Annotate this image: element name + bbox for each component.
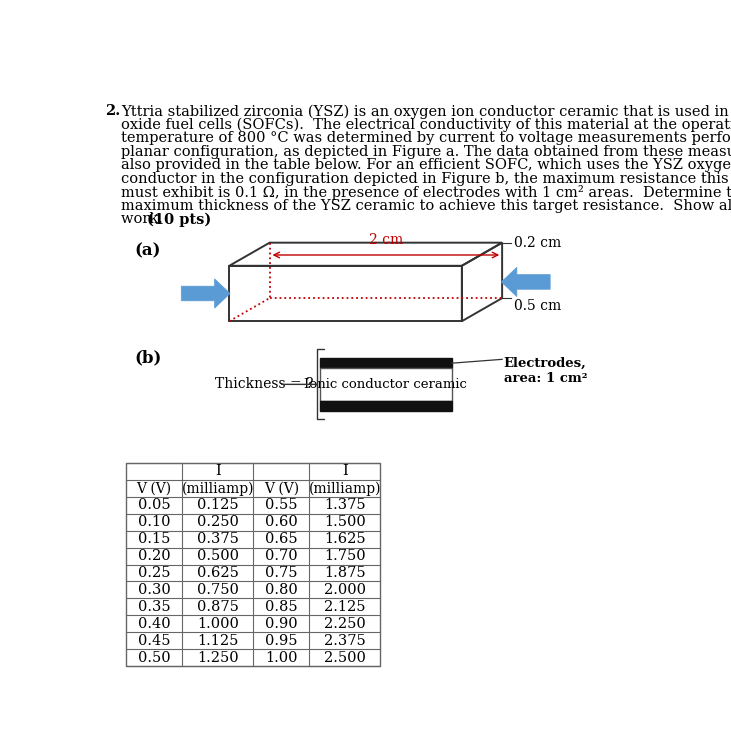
Text: 0.75: 0.75 [265, 566, 298, 580]
Text: also provided in the table below. For an efficient SOFC, which uses the YSZ oxyg: also provided in the table below. For an… [121, 159, 731, 172]
Text: 0.625: 0.625 [197, 566, 238, 580]
Text: 1.125: 1.125 [197, 633, 238, 648]
Text: (10 pts): (10 pts) [147, 212, 211, 226]
Text: work.: work. [121, 212, 167, 226]
Polygon shape [320, 368, 452, 400]
Text: 2.: 2. [105, 104, 121, 119]
Text: (milliamp): (milliamp) [308, 481, 381, 495]
Text: Ionic conductor ceramic: Ionic conductor ceramic [304, 378, 467, 391]
Text: 0.05: 0.05 [138, 498, 170, 512]
Polygon shape [320, 400, 452, 411]
Text: 0.70: 0.70 [265, 549, 298, 563]
Text: 0.55: 0.55 [265, 498, 298, 512]
Text: 0.10: 0.10 [138, 515, 170, 529]
Text: 0.95: 0.95 [265, 633, 298, 648]
Text: 2.375: 2.375 [324, 633, 366, 648]
Text: Electrodes,
area: 1 cm²: Electrodes, area: 1 cm² [504, 357, 587, 385]
Text: maximum thickness of the YSZ ceramic to achieve this target resistance.  Show al: maximum thickness of the YSZ ceramic to … [121, 199, 731, 213]
Text: planar configuration, as depicted in Figure a. The data obtained from these meas: planar configuration, as depicted in Fig… [121, 145, 731, 159]
Text: 0.30: 0.30 [137, 583, 170, 597]
Text: 1.875: 1.875 [324, 566, 366, 580]
Text: 1.000: 1.000 [197, 617, 238, 631]
Text: 0.250: 0.250 [197, 515, 238, 529]
Text: 2 cm: 2 cm [368, 233, 403, 248]
Text: 0.85: 0.85 [265, 600, 298, 614]
Text: 1.750: 1.750 [324, 549, 366, 563]
Text: 0.50: 0.50 [138, 651, 170, 664]
Text: 0.80: 0.80 [265, 583, 298, 597]
Text: 0.750: 0.750 [197, 583, 238, 597]
Text: 0.875: 0.875 [197, 600, 238, 614]
Polygon shape [501, 267, 550, 297]
Polygon shape [320, 358, 452, 368]
Text: Thickness = ?: Thickness = ? [216, 378, 314, 391]
Text: Yttria stabilized zirconia (YSZ) is an oxygen ion conductor ceramic that is used: Yttria stabilized zirconia (YSZ) is an o… [121, 104, 731, 119]
Text: 0.125: 0.125 [197, 498, 238, 512]
Text: must exhibit is 0.1 Ω, in the presence of electrodes with 1 cm² areas.  Determin: must exhibit is 0.1 Ω, in the presence o… [121, 185, 731, 200]
Text: 0.15: 0.15 [138, 532, 170, 546]
Text: conductor in the configuration depicted in Figure b, the maximum resistance this: conductor in the configuration depicted … [121, 172, 731, 186]
Text: 1.250: 1.250 [197, 651, 238, 664]
Text: 1.00: 1.00 [265, 651, 298, 664]
Text: 0.5 cm: 0.5 cm [514, 299, 561, 313]
Text: (a): (a) [134, 242, 161, 260]
Text: 0.375: 0.375 [197, 532, 238, 546]
Text: 1.625: 1.625 [324, 532, 366, 546]
Text: oxide fuel cells (SOFCs).  The electrical conductivity of this material at the o: oxide fuel cells (SOFCs). The electrical… [121, 118, 731, 132]
Text: 0.35: 0.35 [138, 600, 170, 614]
Text: (milliamp): (milliamp) [181, 481, 254, 495]
Text: V (V): V (V) [137, 481, 172, 495]
Text: temperature of 800 °C was determined by current to voltage measurements performe: temperature of 800 °C was determined by … [121, 131, 731, 146]
Text: V (V): V (V) [264, 481, 299, 495]
Text: 2.500: 2.500 [324, 651, 366, 664]
Text: (b): (b) [134, 349, 162, 366]
Polygon shape [181, 279, 230, 308]
Text: 0.500: 0.500 [197, 549, 239, 563]
Text: 2.250: 2.250 [324, 617, 366, 631]
Text: 0.25: 0.25 [138, 566, 170, 580]
Text: 0.2 cm: 0.2 cm [514, 236, 561, 250]
Text: 0.45: 0.45 [138, 633, 170, 648]
Text: 1.500: 1.500 [324, 515, 366, 529]
Text: I: I [342, 464, 348, 479]
Text: 0.20: 0.20 [138, 549, 170, 563]
Text: 1.375: 1.375 [324, 498, 366, 512]
Text: 2.125: 2.125 [324, 600, 366, 614]
Text: 0.90: 0.90 [265, 617, 298, 631]
Text: 0.60: 0.60 [265, 515, 298, 529]
Text: I: I [215, 464, 221, 479]
Text: 2.000: 2.000 [324, 583, 366, 597]
Text: 0.65: 0.65 [265, 532, 298, 546]
Text: 0.40: 0.40 [138, 617, 170, 631]
